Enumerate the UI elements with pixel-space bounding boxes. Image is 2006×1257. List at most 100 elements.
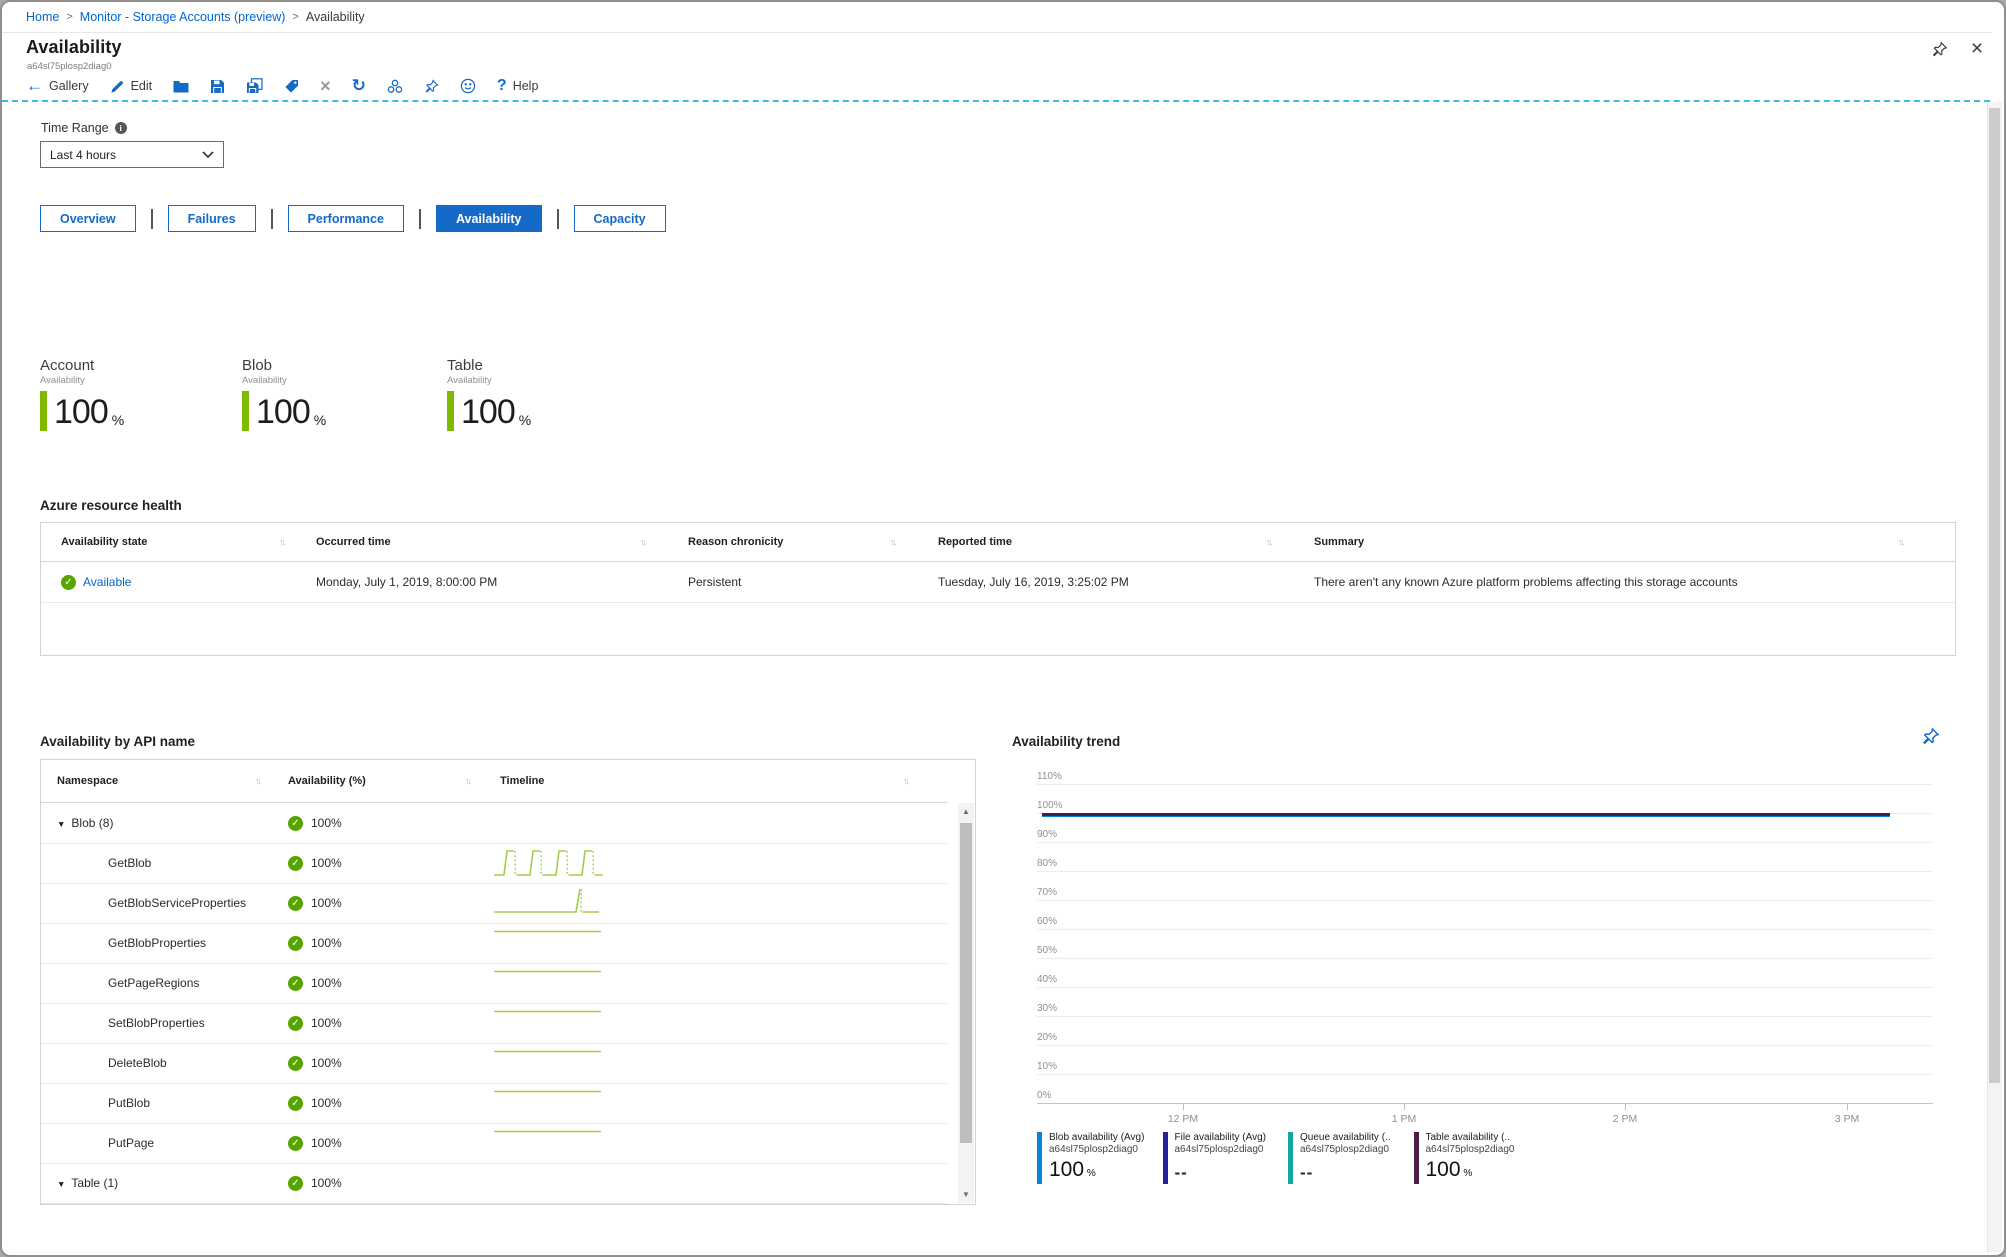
sort-icon[interactable]: ↑↓ <box>465 776 472 786</box>
sort-icon[interactable]: ↑↓ <box>1266 537 1273 547</box>
timeline-sparkline <box>493 1046 605 1080</box>
toolbar-edit-button[interactable]: Edit <box>110 79 152 94</box>
close-blade-button[interactable]: × <box>1966 38 1988 60</box>
cell-availability: ✓ 100% <box>288 963 342 1003</box>
toolbar-open-button[interactable] <box>173 80 189 93</box>
scroll-down-icon[interactable]: ▼ <box>962 1190 970 1199</box>
expander-icon[interactable]: ▼ <box>57 1179 66 1189</box>
table-row[interactable]: ✓ Available Monday, July 1, 2019, 8:00:00 … <box>41 562 1955 603</box>
toolbar-refresh-button[interactable]: ↻ <box>352 76 366 96</box>
api-row-getblobproperties[interactable]: GetBlobProperties ✓ 100% <box>41 923 947 964</box>
toolbar-save-as-button[interactable] <box>246 78 263 94</box>
tab-performance[interactable]: Performance <box>287 205 404 232</box>
pin-blade-button[interactable] <box>1928 38 1950 60</box>
refresh-icon: ↻ <box>351 76 366 95</box>
api-row-table-1[interactable]: ▼ Table (1) ✓ 100% <box>41 1163 947 1204</box>
gridline <box>1037 784 1933 785</box>
column-header-summary[interactable]: Summary <box>1314 536 1365 548</box>
legend-text: Blob availability (Avg) a64sl75plosp2diag… <box>1049 1132 1144 1186</box>
legend-value: 100 % <box>1049 1158 1096 1181</box>
sort-icon[interactable]: ↑↓ <box>279 537 286 547</box>
column-header-timeline[interactable]: Timeline <box>500 775 545 787</box>
breadcrumb-item-availability: Availability <box>305 10 365 24</box>
toolbar-pin-button[interactable] <box>424 78 439 94</box>
cell-namespace: PutBlob <box>108 1083 150 1123</box>
x-axis-tick-label: 1 PM <box>1391 1113 1417 1125</box>
toolbar-gallery-button[interactable]: ← Gallery <box>26 76 89 96</box>
timeline-sparkline <box>493 846 605 880</box>
scrollbar-thumb[interactable] <box>1989 108 2000 1083</box>
folder-icon <box>173 80 189 93</box>
y-axis-tick-label: 60% <box>1037 916 1058 927</box>
toolbar-share-button[interactable] <box>387 79 403 94</box>
cell-availability: ✓ 100% <box>288 923 342 963</box>
info-icon[interactable]: i <box>114 122 127 134</box>
toolbar-discard-button[interactable]: × <box>320 77 331 95</box>
breadcrumb-item-monitor-storage-accounts-preview[interactable]: Monitor - Storage Accounts (preview) <box>79 10 286 24</box>
tab-capacity[interactable]: Capacity <box>573 205 666 232</box>
toolbar-help-button[interactable]: ? Help <box>497 77 539 95</box>
gridline <box>1037 1074 1933 1075</box>
back-arrow-icon: ← <box>26 76 43 95</box>
column-header-occurred-time[interactable]: Occurred time <box>316 536 391 548</box>
sort-icon[interactable]: ↑↓ <box>640 537 647 547</box>
api-row-putpage[interactable]: PutPage ✓ 100% <box>41 1123 947 1164</box>
sort-icon[interactable]: ↑↓ <box>890 537 897 547</box>
ok-check-icon: ✓ <box>288 1056 303 1072</box>
api-row-getblob[interactable]: GetBlob ✓ 100% <box>41 843 947 884</box>
column-header-namespace[interactable]: Namespace <box>57 775 119 787</box>
toolbar-gallery-label: Gallery <box>49 79 89 93</box>
page-scrollbar[interactable] <box>1987 102 2002 1252</box>
availability-value: 100% <box>311 896 342 910</box>
availability-value: 100% <box>311 976 342 990</box>
api-row-blob-8[interactable]: ▼ Blob (8) ✓ 100% <box>41 803 947 844</box>
availability-value: 100% <box>311 1176 342 1190</box>
api-table-scrollbar[interactable]: ▲ ▼ <box>958 803 974 1203</box>
metric-number: 100 <box>461 393 516 431</box>
scroll-up-icon[interactable]: ▲ <box>962 807 970 816</box>
breadcrumb-divider <box>2 32 1992 33</box>
available-link[interactable]: Available <box>83 575 132 589</box>
ok-check-icon: ✓ <box>288 1016 303 1032</box>
legend-color-bar <box>1413 1132 1419 1184</box>
metric-title: Blob <box>242 357 273 374</box>
tab-failures[interactable]: Failures <box>167 205 256 232</box>
metric-title: Account <box>40 357 95 374</box>
toolbar-tag-button[interactable] <box>284 79 299 94</box>
tab-separator <box>556 208 559 229</box>
legend-resource-name: a64sl75plosp2diag0 <box>1300 1144 1389 1155</box>
toolbar-help-label: Help <box>512 79 539 93</box>
sort-icon[interactable]: ↑↓ <box>1898 537 1905 547</box>
column-header-reason-chronicity[interactable]: Reason chronicity <box>688 536 784 548</box>
breadcrumb-item-home[interactable]: Home <box>26 10 60 24</box>
column-header-availability-state[interactable]: Availability state <box>61 536 148 548</box>
column-header-reported-time[interactable]: Reported time <box>938 536 1012 548</box>
api-row-getpageregions[interactable]: GetPageRegions ✓ 100% <box>41 963 947 1004</box>
cell-namespace: DeleteBlob <box>108 1043 167 1083</box>
time-range-dropdown[interactable]: Last 4 hours <box>40 141 224 168</box>
api-row-deleteblob[interactable]: DeleteBlob ✓ 100% <box>41 1043 947 1084</box>
cell-namespace: GetBlobServiceProperties <box>108 883 246 923</box>
pin-chart-button[interactable] <box>1918 724 1942 748</box>
expander-icon[interactable]: ▼ <box>57 819 66 829</box>
api-availability-table: Namespace ↑↓ Availability (%) ↑↓ Timeline ↑↓ … <box>40 759 976 1205</box>
timeline-sparkline <box>493 1006 605 1040</box>
api-row-putblob[interactable]: PutBlob ✓ 100% <box>41 1083 947 1124</box>
scrollbar-thumb[interactable] <box>960 823 972 1143</box>
metric-value: 100% <box>447 391 531 431</box>
tab-availability[interactable]: Availability <box>435 205 542 232</box>
sort-icon[interactable]: ↑↓ <box>903 776 910 786</box>
toolbar-save-button[interactable] <box>210 79 225 94</box>
api-row-setblobproperties[interactable]: SetBlobProperties ✓ 100% <box>41 1003 947 1044</box>
column-header-availability-%[interactable]: Availability (%) <box>288 775 366 787</box>
api-row-getblobserviceproperties[interactable]: GetBlobServiceProperties ✓ 100% <box>41 883 947 924</box>
legend-value: -- <box>1300 1163 1314 1182</box>
pin-icon <box>1921 726 1940 746</box>
toolbar-feedback-button[interactable] <box>460 78 476 94</box>
pencil-icon <box>110 79 125 94</box>
metric-tiles: Account Availability 100% Blob Availability 1… <box>40 357 740 442</box>
sort-icon[interactable]: ↑↓ <box>255 776 262 786</box>
namespace-label: SetBlobProperties <box>108 1016 205 1030</box>
tab-overview[interactable]: Overview <box>40 205 136 232</box>
